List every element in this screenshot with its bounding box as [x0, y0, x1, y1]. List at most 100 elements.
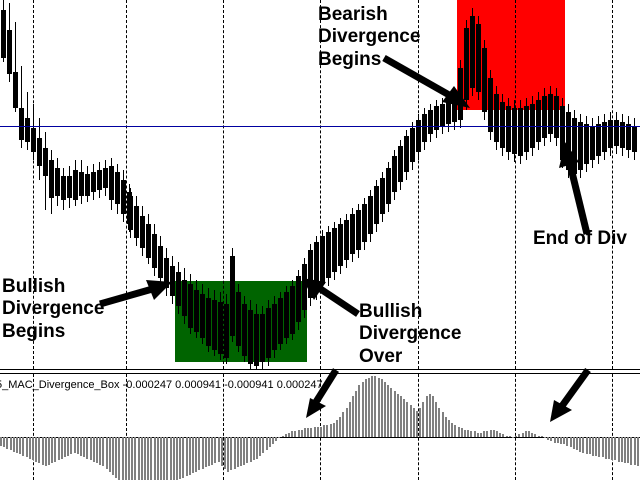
gridline-vertical: [33, 0, 34, 369]
macd-bar: [396, 393, 399, 437]
macd-bar: [432, 396, 434, 437]
candle-body: [182, 280, 187, 316]
candle-body: [524, 106, 529, 152]
macd-bar: [192, 437, 194, 474]
annotation-line: Bullish: [359, 301, 423, 322]
gridline-vertical: [515, 0, 516, 369]
macd-bar: [211, 437, 214, 465]
candle-body: [506, 106, 511, 152]
macd-bar: [537, 435, 540, 437]
candle-body: [218, 302, 223, 354]
macd-bar: [624, 437, 626, 464]
bearish-begins-arrow: [382, 54, 470, 108]
macd-bar: [92, 437, 95, 462]
macd-indicator-pane[interactable]: 5_MAC_Divergence_Box -0.000247 0.000941 …: [0, 374, 640, 480]
candle-body: [128, 196, 133, 230]
annotation-line: Divergence: [2, 298, 105, 320]
gridline-vertical: [418, 0, 419, 369]
macd-bar: [147, 437, 150, 480]
macd-bar: [416, 410, 418, 437]
candle-body: [230, 256, 235, 336]
macd-bar: [566, 437, 569, 446]
macd-bar: [553, 437, 556, 443]
macd-bar: [102, 437, 105, 466]
macd-bar: [512, 437, 514, 439]
macd-bar: [41, 437, 44, 465]
gridline-vertical: [418, 374, 419, 480]
macd-bar: [262, 437, 265, 453]
candle-body: [548, 94, 553, 134]
macd-bar: [630, 437, 633, 465]
candle-body: [85, 174, 90, 196]
macd-bar: [182, 437, 185, 478]
candle-wick: [21, 66, 22, 148]
macd-bar: [608, 437, 610, 459]
candle-body: [428, 110, 433, 134]
macd-bar: [48, 437, 50, 465]
macd-bar: [121, 437, 124, 480]
macd-bar: [140, 437, 143, 480]
macd-bar: [620, 437, 623, 462]
candle-body: [404, 136, 409, 172]
candle-body: [206, 298, 211, 346]
candle-body: [1, 10, 6, 58]
price-chart-pane[interactable]: Bearish Divergence Begins Bullish Diverg…: [0, 0, 640, 369]
macd-bar: [515, 436, 518, 437]
candle-body: [500, 102, 505, 148]
candle-body: [416, 120, 421, 152]
macd-bar: [38, 437, 41, 464]
candle-body: [476, 24, 481, 92]
macd-bar: [544, 437, 546, 439]
macd-bar: [300, 429, 303, 437]
macd-bar: [483, 431, 486, 437]
candle-body: [236, 292, 241, 346]
gridline-vertical: [126, 0, 127, 369]
macd-bar: [480, 432, 482, 437]
macd-bar: [259, 437, 262, 456]
macd-bar: [438, 408, 441, 437]
macd-bar: [428, 393, 431, 437]
macd-bar: [582, 437, 585, 453]
macd-bar: [409, 405, 412, 437]
macd-bar: [304, 428, 306, 437]
macd-bar: [502, 434, 505, 437]
candle-body: [200, 294, 205, 338]
macd-bar: [307, 428, 310, 437]
macd-bar: [112, 437, 114, 475]
candle-body: [140, 216, 145, 248]
macd-bar: [329, 423, 332, 437]
candle-body: [103, 168, 108, 188]
price-reference-line: [0, 126, 640, 127]
macd-bar: [611, 437, 614, 461]
candle-body: [73, 170, 78, 200]
macd-bar: [54, 437, 57, 462]
macd-bar: [592, 437, 594, 456]
candle-body: [488, 78, 493, 132]
candle-body: [368, 196, 373, 234]
macd-bar: [345, 408, 348, 437]
candle-body: [380, 178, 385, 214]
macd-bar: [70, 437, 73, 455]
macd-bar: [268, 437, 271, 448]
macd-bar: [284, 434, 287, 437]
macd-bar: [16, 437, 18, 453]
macd-bar: [128, 437, 130, 480]
gridline-vertical: [612, 374, 613, 480]
macd-bar: [534, 434, 537, 437]
candle-body: [332, 228, 337, 272]
macd-bar: [243, 437, 246, 465]
indicator-label: 5_MAC_Divergence_Box -0.000247 0.000941 …: [0, 379, 323, 391]
candle-body: [512, 108, 517, 154]
macd-bar: [444, 416, 447, 437]
macd-bar: [332, 422, 335, 437]
macd-bar: [368, 377, 370, 437]
macd-bar: [464, 429, 466, 437]
candle-body: [308, 250, 313, 298]
macd-bar: [524, 431, 527, 437]
macd-bar: [550, 437, 553, 442]
candle-body: [398, 146, 403, 182]
macd-bar: [64, 437, 66, 458]
bullish-over-upper-arrow: [302, 278, 360, 317]
macd-bar: [134, 437, 137, 480]
macd-bar: [44, 437, 47, 466]
